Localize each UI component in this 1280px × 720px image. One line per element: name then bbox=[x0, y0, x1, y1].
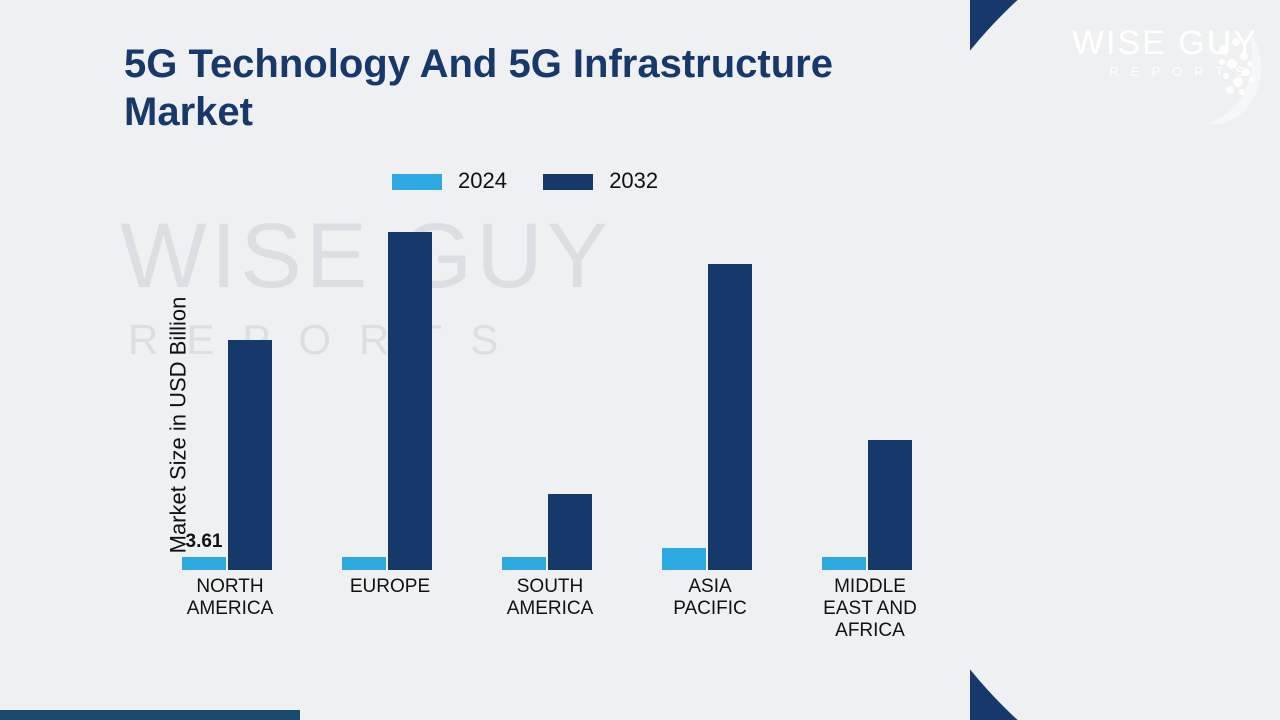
bar-2032 bbox=[388, 232, 432, 570]
category-label: MIDDLE EAST AND AFRICA bbox=[810, 576, 930, 642]
footer-accent-bar bbox=[0, 710, 300, 720]
bar-2032 bbox=[708, 264, 752, 570]
bar-2032 bbox=[228, 340, 272, 570]
bar-2024 bbox=[662, 548, 706, 570]
legend-swatch-2032 bbox=[543, 174, 593, 190]
chart: 2024 2032 Market Size in USD Billion 3.6… bbox=[60, 160, 960, 690]
bar-2032 bbox=[868, 440, 912, 570]
category-label: NORTH AMERICA bbox=[170, 576, 290, 620]
bar-2024 bbox=[822, 557, 866, 570]
bar-2024 bbox=[502, 557, 546, 570]
bar-2024: 3.61 bbox=[182, 557, 226, 570]
category-label: EUROPE bbox=[330, 576, 450, 598]
category-label: ASIA PACIFIC bbox=[650, 576, 770, 620]
legend: 2024 2032 bbox=[60, 168, 960, 194]
head-icon bbox=[1154, 20, 1264, 130]
plot-area: 3.61 bbox=[140, 210, 960, 570]
legend-label-2032: 2032 bbox=[609, 168, 658, 193]
bar-value-label: 3.61 bbox=[186, 531, 223, 553]
category-labels: NORTH AMERICA EUROPE SOUTH AMERICA ASIA PAC… bbox=[140, 570, 960, 690]
brand-logo: WISE GUY REPORTS bbox=[1072, 26, 1258, 79]
legend-label-2024: 2024 bbox=[458, 168, 507, 193]
category-label: SOUTH AMERICA bbox=[490, 576, 610, 620]
bar-2032 bbox=[548, 494, 592, 570]
bar-2024 bbox=[342, 557, 386, 570]
legend-swatch-2024 bbox=[392, 174, 442, 190]
chart-title: 5G Technology And 5G Infrastructure Mark… bbox=[124, 40, 884, 136]
chart-infographic: WISE GUY REPORTS 5G Technology And 5G In… bbox=[0, 0, 1280, 720]
